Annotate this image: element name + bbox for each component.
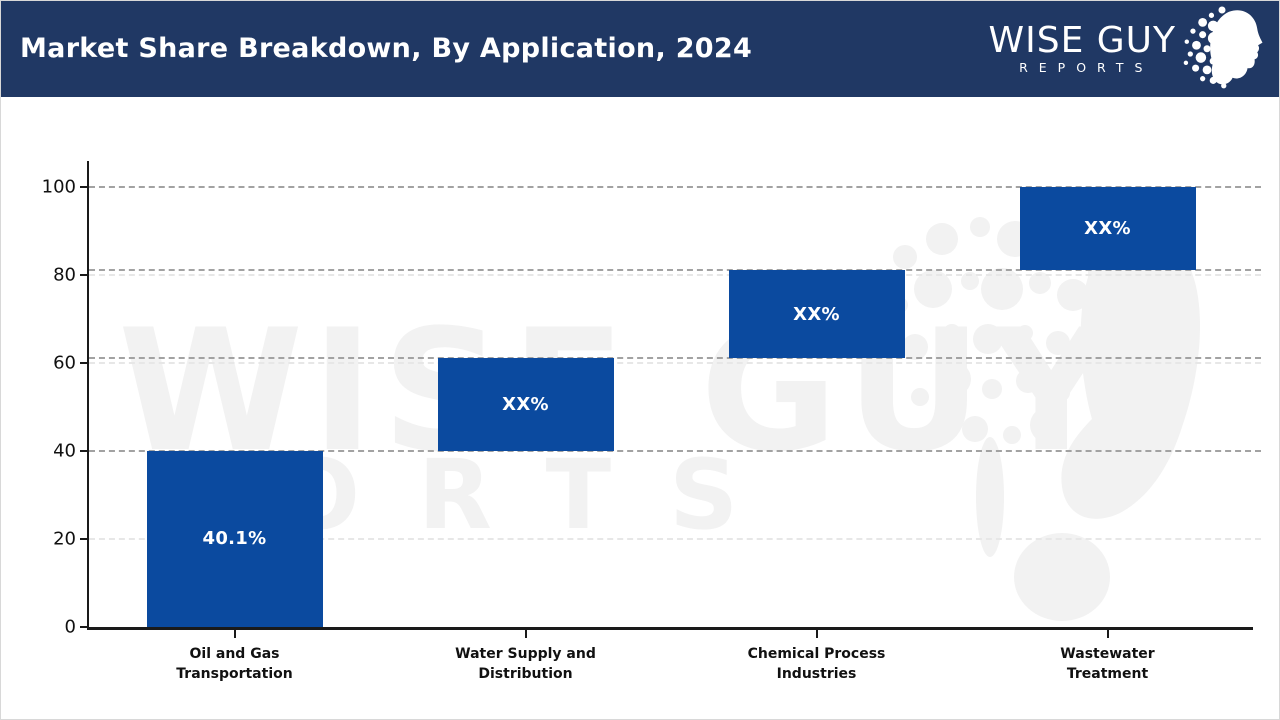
x-axis-line [87,627,1253,630]
brand-logo-text: WISE GUY REPORTS [988,19,1177,76]
y-axis-tick-label: 0 [64,616,76,638]
category-label: Chemical Process Industries [747,646,886,683]
y-axis-tick [80,362,89,364]
y-axis-tick-label: 100 [41,176,76,198]
y-axis-tick [80,274,89,276]
gridline [89,274,1261,276]
step-connector-line [89,357,1261,360]
header-bar: Market Share Breakdown, By Application, … [0,0,1280,97]
y-axis-tick-label: 20 [53,528,76,550]
y-axis-tick-label: 80 [53,264,76,286]
chart-title: Market Share Breakdown, By Application, … [20,33,753,64]
brand-logo: WISE GUY REPORTS [989,4,1267,94]
brand-face-icon [1178,4,1266,94]
bar-value-label: XX% [793,303,840,325]
bar: XX% [437,358,614,451]
bar-value-label: 40.1% [202,528,267,550]
x-axis-tick [524,630,527,638]
brand-name: WISE GUY [988,19,1176,61]
bar-value-label: XX% [1084,218,1131,240]
step-connector-line [89,269,1261,272]
x-axis-tick [815,630,818,638]
y-axis-tick [80,626,89,628]
y-axis-line [87,161,89,630]
gridline [89,538,1261,540]
step-connector-line [89,449,1261,452]
category-label: Water Supply and Distribution [455,646,596,683]
step-connector-line [89,186,1261,188]
category-label: Wastewater Treatment [1060,646,1155,683]
category-label: Oil and Gas Transportation [176,646,293,683]
x-axis-tick [1106,630,1109,638]
gridline [89,362,1261,364]
y-axis-tick [80,538,89,540]
chart-area: WISE GUY PORTS 0 20 40 60 80 100 40.1% Oil and … [0,97,1280,720]
brand-subtitle: REPORTS [1019,60,1154,76]
y-axis-tick-label: 60 [53,352,76,374]
y-axis-tick [80,450,89,452]
y-axis-tick-label: 40 [53,440,76,462]
y-axis-tick [80,186,89,188]
bar: XX% [1019,187,1196,271]
bar: XX% [728,270,905,359]
x-axis-tick [233,630,236,638]
bar: 40.1% [146,450,323,627]
bar-value-label: XX% [502,393,549,415]
